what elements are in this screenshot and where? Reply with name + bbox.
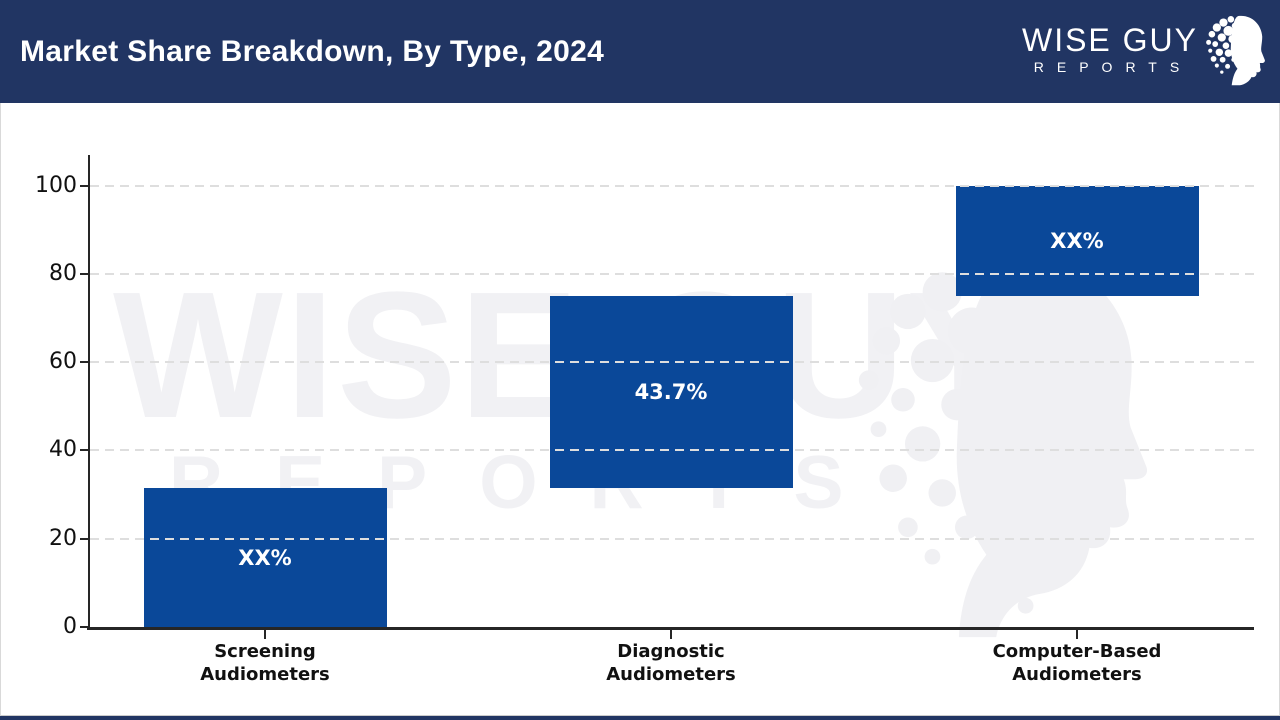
y-tick-label: 60 — [49, 349, 77, 375]
x-tick-mark — [670, 630, 672, 639]
y-tick-mark — [80, 626, 88, 628]
y-tick-label: 20 — [49, 525, 77, 551]
bar: XX% — [955, 185, 1199, 296]
brand-face-icon — [1206, 15, 1265, 86]
brand-name: WISE GUY — [1021, 22, 1198, 58]
plot-area: 0 20 40 60 80 100 XX% Screening Audiometers 43.7… — [1, 103, 1279, 715]
x-axis-line — [87, 627, 1254, 630]
y-tick-mark — [80, 537, 88, 540]
y-tick-mark — [80, 449, 88, 452]
gridline — [90, 449, 1254, 452]
gridline — [90, 272, 1254, 275]
header: Market Share Breakdown, By Type, 2024 WI… — [0, 0, 1280, 103]
bar-value-label: XX% — [238, 545, 292, 570]
footer-bar — [0, 716, 1280, 720]
gridline — [90, 361, 1254, 364]
bar: XX% — [143, 488, 387, 627]
y-tick-label: 100 — [35, 172, 77, 198]
chart-area: WISE GUY REPORTS 0 20 40 60 80 100 XX% Screenin… — [0, 103, 1280, 716]
bar-value-label: 43.7% — [634, 379, 708, 404]
y-tick-label: 40 — [49, 437, 77, 463]
y-tick-label: 80 — [49, 260, 77, 286]
x-category-label: Diagnostic Audiometers — [606, 641, 736, 685]
y-tick-mark — [80, 361, 88, 364]
gridline — [90, 184, 1254, 187]
page-title: Market Share Breakdown, By Type, 2024 — [20, 34, 605, 68]
brand-logo: WISE GUY REPORTS — [1022, 6, 1268, 92]
x-tick-mark — [264, 630, 266, 639]
bar: 43.7% — [549, 295, 793, 489]
bar-value-label: XX% — [1050, 228, 1104, 253]
brand-subtitle: REPORTS — [1033, 59, 1193, 75]
x-tick-mark — [1076, 630, 1078, 639]
y-tick-label: 0 — [63, 614, 77, 639]
gridline — [90, 537, 1254, 540]
y-axis-line — [88, 155, 90, 630]
brand-logo-text: WISE GUY REPORTS — [1022, 24, 1198, 74]
y-tick-mark — [80, 272, 88, 275]
x-category-label: Screening Audiometers — [200, 641, 330, 685]
y-tick-mark — [80, 184, 88, 187]
x-category-label: Computer-Based Audiometers — [992, 641, 1162, 685]
